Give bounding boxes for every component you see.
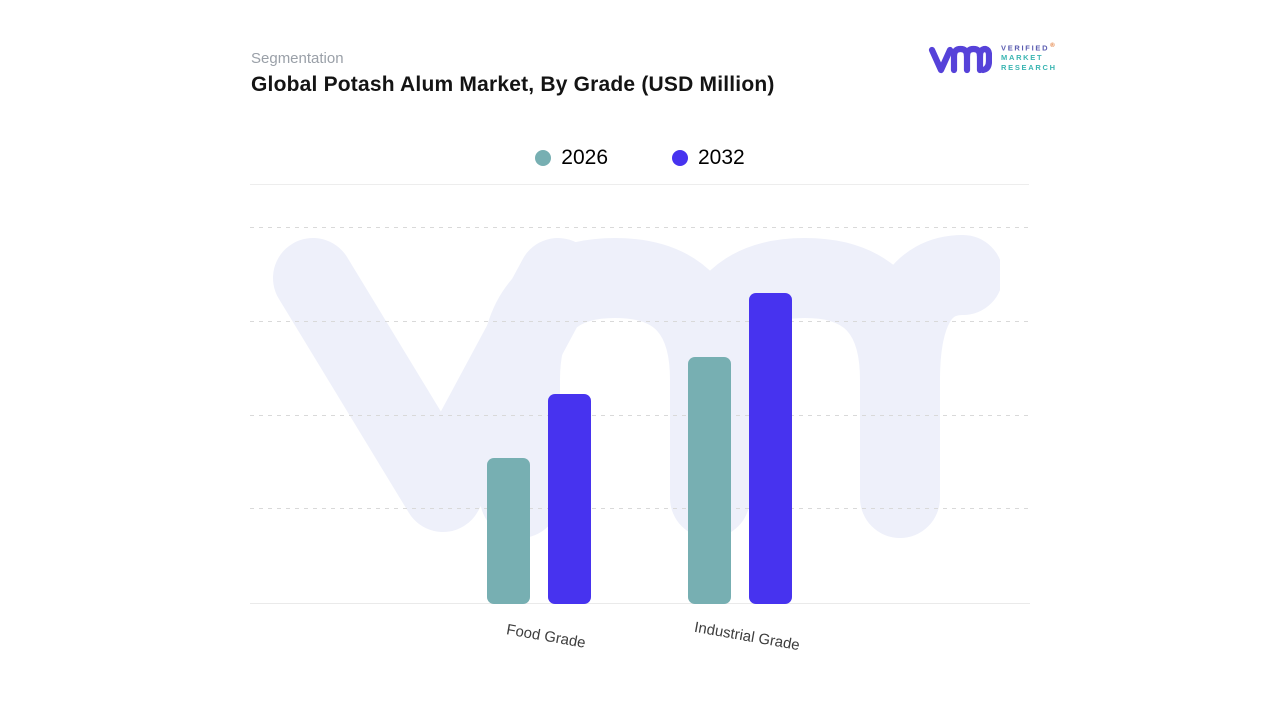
- bar-2032-food-grade[interactable]: [548, 394, 591, 604]
- legend-label: 2032: [698, 146, 745, 169]
- gridline: [250, 321, 1030, 322]
- chart-title: Global Potash Alum Market, By Grade (USD…: [251, 73, 775, 96]
- legend-item-2026[interactable]: 2026: [535, 146, 608, 170]
- registered-symbol: ®: [1050, 43, 1055, 49]
- gridline: [250, 227, 1030, 228]
- logo-market-label: MARKET: [1001, 53, 1044, 63]
- logo-research-label: RESEARCH: [1001, 62, 1057, 72]
- bar-2032-industrial-grade[interactable]: [749, 292, 792, 604]
- legend-separator: [250, 184, 1029, 185]
- legend-label: 2026: [561, 146, 608, 169]
- bar-2026-food-grade[interactable]: [487, 457, 530, 604]
- chart-eyebrow: Segmentation: [251, 50, 344, 67]
- vmr-monogram-icon: [928, 45, 992, 74]
- vmr-watermark-icon: [273, 235, 1000, 538]
- x-axis-line: [250, 603, 1030, 604]
- vmr-logo-text: VERIFIED® MARKET RESEARCH: [1001, 38, 1057, 72]
- gridline: [250, 415, 1030, 416]
- bar-2026-industrial-grade[interactable]: [688, 356, 731, 604]
- legend-item-2032[interactable]: 2032: [672, 146, 745, 170]
- plot-area: Food Grade Industrial Grade: [250, 184, 1030, 654]
- vmr-logo: VERIFIED® MARKET RESEARCH: [928, 38, 1057, 80]
- gridline: [250, 508, 1030, 509]
- legend-swatch-icon: [535, 150, 552, 166]
- chart-legend: 2026 2032: [250, 146, 1030, 170]
- legend-swatch-icon: [672, 150, 688, 166]
- logo-verified-label: VERIFIED: [1001, 43, 1050, 53]
